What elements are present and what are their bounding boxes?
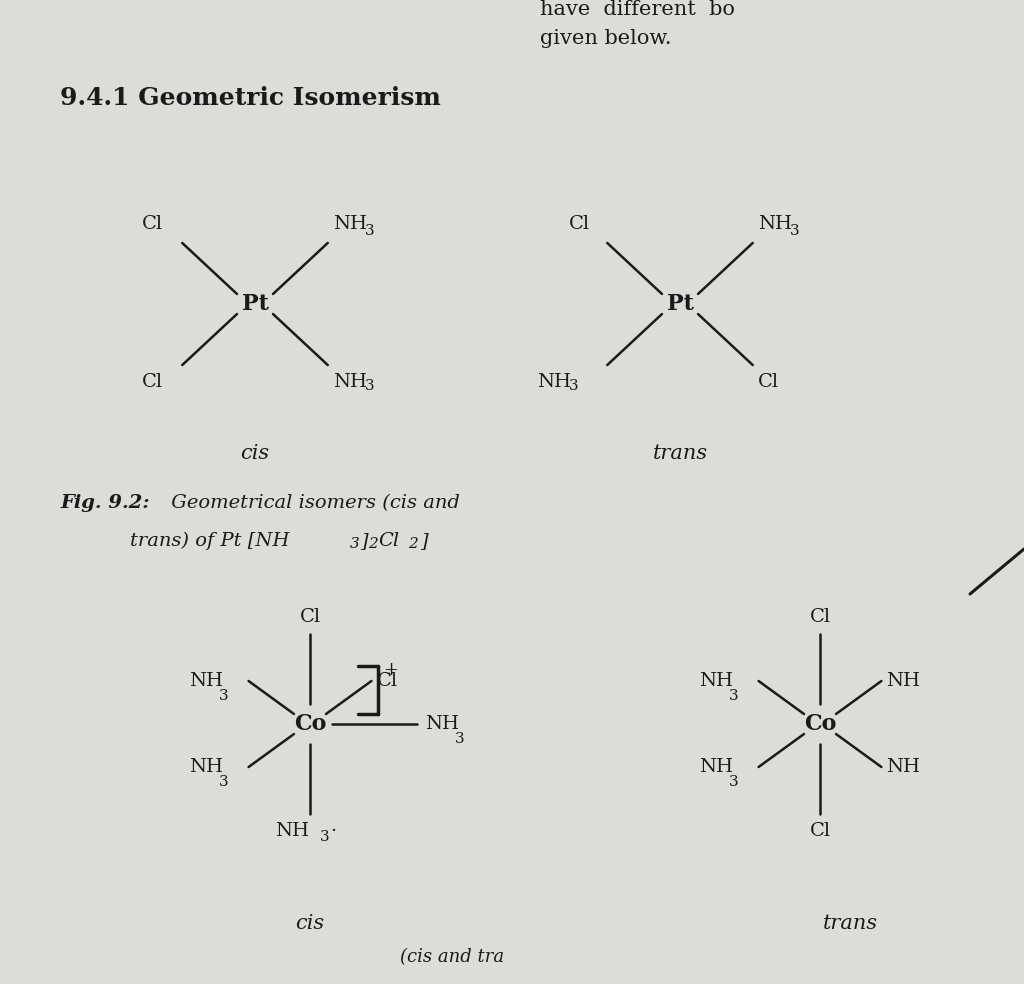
Text: 3: 3 (218, 775, 228, 789)
Text: NH: NH (333, 373, 367, 391)
Text: NH: NH (698, 758, 732, 776)
Text: 3: 3 (365, 224, 375, 238)
Text: trans) of Pt [NH: trans) of Pt [NH (130, 532, 290, 550)
Text: NH: NH (758, 215, 792, 233)
Text: trans: trans (822, 914, 878, 933)
Text: 3: 3 (728, 689, 738, 703)
Text: ]: ] (420, 532, 428, 550)
Text: 3: 3 (365, 379, 375, 393)
Text: Pt: Pt (242, 293, 268, 315)
Text: 3: 3 (455, 732, 465, 746)
Text: Cl: Cl (377, 672, 397, 690)
Text: Pt: Pt (667, 293, 693, 315)
Text: given below.: given below. (540, 29, 672, 48)
Text: 3: 3 (790, 224, 800, 238)
Text: NH: NH (538, 373, 571, 391)
Text: Cl: Cl (299, 608, 321, 626)
Text: NH: NH (425, 715, 459, 733)
Text: Cl: Cl (141, 373, 163, 391)
Text: have  different  bo: have different bo (540, 0, 735, 19)
Text: NH: NH (887, 758, 921, 776)
Text: Co: Co (294, 713, 327, 735)
Text: Cl: Cl (809, 608, 830, 626)
Text: 3: 3 (319, 830, 330, 844)
Text: Co: Co (804, 713, 837, 735)
Text: ·: · (330, 822, 336, 840)
Text: Fig. 9.2:: Fig. 9.2: (60, 494, 150, 512)
Text: 3: 3 (728, 775, 738, 789)
Text: NH: NH (698, 672, 732, 690)
Text: Geometrical isomers (cis and: Geometrical isomers (cis and (165, 494, 460, 512)
Text: cis: cis (241, 444, 269, 463)
Text: 2: 2 (368, 537, 378, 551)
Text: (cis and tra: (cis and tra (400, 948, 504, 966)
Text: NH: NH (275, 822, 309, 840)
Text: 2: 2 (408, 537, 418, 551)
Text: NH: NH (188, 672, 222, 690)
Text: 9.4.1 Geometric Isomerism: 9.4.1 Geometric Isomerism (60, 86, 441, 110)
Text: NH: NH (188, 758, 222, 776)
Text: NH: NH (887, 672, 921, 690)
Text: 3: 3 (569, 379, 579, 393)
Text: trans: trans (652, 444, 708, 463)
Text: Cl: Cl (141, 215, 163, 233)
Text: ]: ] (360, 532, 368, 550)
Text: 3: 3 (218, 689, 228, 703)
Text: 3: 3 (350, 537, 359, 551)
Text: NH: NH (333, 215, 367, 233)
Text: Cl: Cl (378, 532, 399, 550)
Text: Cl: Cl (568, 215, 590, 233)
Text: +: + (383, 661, 398, 679)
Text: Cl: Cl (809, 822, 830, 840)
Text: cis: cis (296, 914, 325, 933)
Text: Cl: Cl (758, 373, 779, 391)
